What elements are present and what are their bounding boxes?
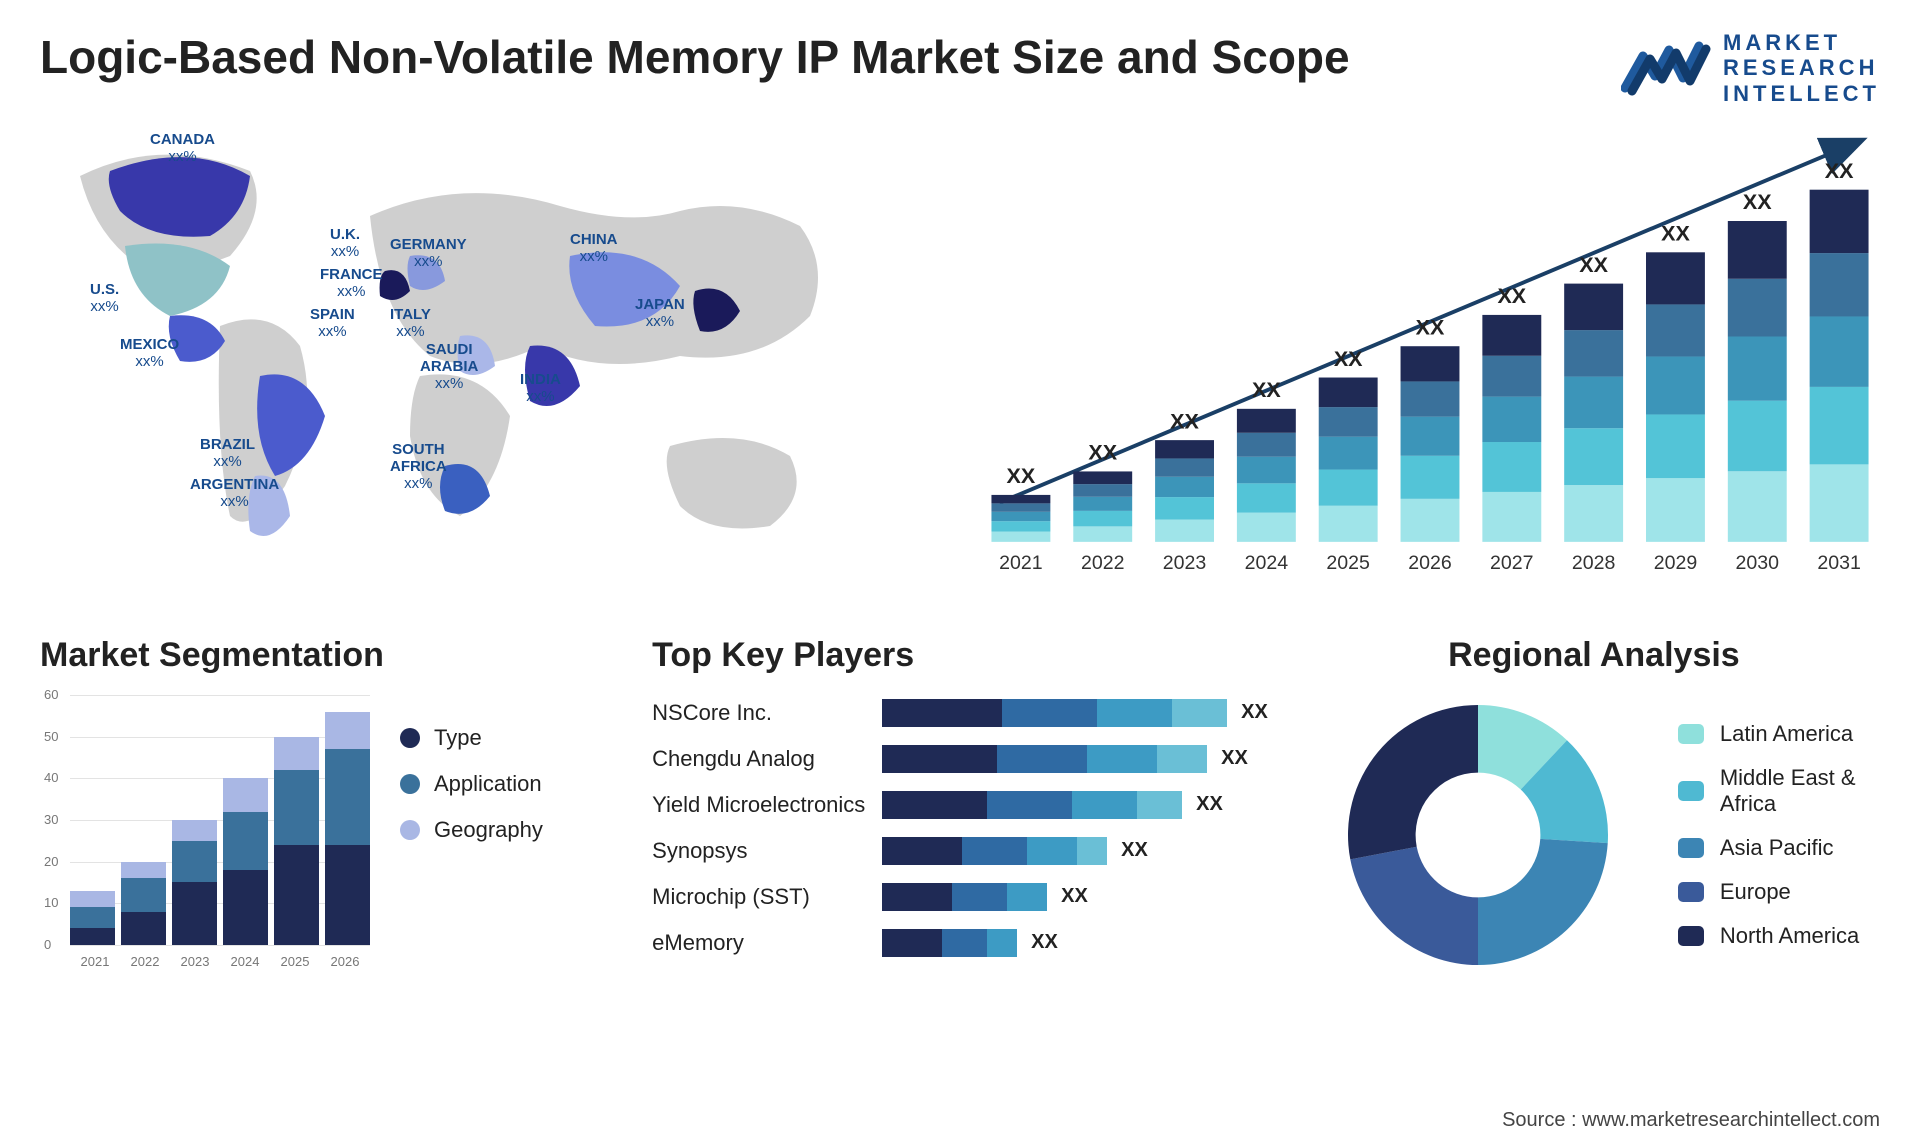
logo-mark-icon: [1621, 38, 1711, 98]
segmentation-title: Market Segmentation: [40, 636, 612, 675]
key-player-label: eMemory: [652, 930, 882, 956]
segmentation-bar: [70, 891, 115, 945]
key-player-label: Microchip (SST): [652, 884, 882, 910]
key-player-bar: [882, 699, 1227, 727]
segmentation-legend-item: Application: [400, 771, 543, 797]
brand-logo: MARKET RESEARCH INTELLECT: [1621, 30, 1880, 106]
svg-text:XX: XX: [1007, 464, 1036, 488]
regional-legend-item: Asia Pacific: [1678, 835, 1880, 861]
segmentation-legend: Type Application Geography: [400, 685, 543, 843]
key-players-panel: Top Key Players NSCore Inc.XXChengdu Ana…: [652, 636, 1268, 985]
key-player-value: XX: [1061, 885, 1088, 908]
regional-legend-item: Europe: [1678, 879, 1880, 905]
key-player-row: NSCore Inc. XX: [652, 693, 1268, 733]
svg-text:XX: XX: [1416, 315, 1445, 339]
key-player-value: XX: [1221, 747, 1248, 770]
key-players-chart: NSCore Inc.XXChengdu AnalogXXYield Micro…: [652, 685, 1268, 963]
map-label-france: FRANCExx%: [320, 266, 383, 301]
map-label-argentina: ARGENTINAxx%: [190, 476, 279, 511]
growth-chart-panel: XX 2021 XX 2022 XX 2023 XX 2024 XX 2025 XX 2026 XX 20…: [980, 116, 1880, 596]
key-player-label: Yield Microelectronics: [652, 792, 882, 818]
regional-legend-item: North America: [1678, 923, 1880, 949]
svg-text:XX: XX: [1825, 159, 1854, 183]
map-label-india: INDIAxx%: [520, 371, 561, 406]
map-label-u-k-: U.K.xx%: [330, 226, 360, 261]
logo-text-1: MARKET: [1723, 30, 1880, 55]
key-player-value: XX: [1196, 793, 1223, 816]
key-player-value: XX: [1121, 839, 1148, 862]
svg-text:XX: XX: [1170, 409, 1199, 433]
regional-legend: Latin America Middle East & Africa Asia Pa…: [1678, 721, 1880, 950]
svg-text:2027: 2027: [1490, 552, 1533, 574]
map-label-china: CHINAxx%: [570, 231, 618, 266]
svg-text:XX: XX: [1334, 347, 1363, 371]
key-player-bar: [882, 791, 1182, 819]
world-map-panel: CANADAxx% U.S.xx%MEXICOxx% BRAZILxx% ARGENT…: [40, 116, 940, 596]
key-player-row: Chengdu Analog XX: [652, 739, 1268, 779]
regional-legend-item: Middle East & Africa: [1678, 765, 1880, 818]
regional-panel: Regional Analysis Latin America Middle Ea…: [1308, 636, 1880, 985]
segmentation-legend-item: Geography: [400, 817, 543, 843]
segmentation-bar: [172, 820, 217, 945]
map-label-u-s-: U.S.xx%: [90, 281, 119, 316]
svg-text:2022: 2022: [1081, 552, 1124, 574]
svg-text:2023: 2023: [1163, 552, 1207, 574]
svg-text:2021: 2021: [999, 552, 1042, 574]
svg-text:2026: 2026: [1408, 552, 1452, 574]
map-label-japan: JAPANxx%: [635, 296, 685, 331]
svg-text:XX: XX: [1497, 284, 1526, 308]
segmentation-legend-item: Type: [400, 725, 543, 751]
segmentation-bar: [223, 778, 268, 945]
key-player-value: XX: [1031, 931, 1058, 954]
map-label-italy: ITALYxx%: [390, 306, 431, 341]
key-player-label: Chengdu Analog: [652, 746, 882, 772]
regional-donut-chart: [1308, 685, 1648, 985]
svg-text:2028: 2028: [1572, 552, 1616, 574]
page-title: Logic-Based Non-Volatile Memory IP Marke…: [40, 30, 1350, 85]
map-label-mexico: MEXICOxx%: [120, 336, 179, 371]
logo-text-2: RESEARCH: [1723, 55, 1880, 80]
key-player-row: Synopsys XX: [652, 831, 1268, 871]
svg-text:2024: 2024: [1245, 552, 1289, 574]
key-player-bar: [882, 837, 1107, 865]
map-label-spain: SPAINxx%: [310, 306, 355, 341]
regional-legend-item: Latin America: [1678, 721, 1880, 747]
key-player-bar: [882, 745, 1207, 773]
logo-text-3: INTELLECT: [1723, 81, 1880, 106]
source-attribution: Source : www.marketresearchintellect.com: [1502, 1109, 1880, 1132]
key-player-label: Synopsys: [652, 838, 882, 864]
key-player-bar: [882, 883, 1047, 911]
svg-text:XX: XX: [1579, 253, 1608, 277]
growth-bar-chart: XX 2021 XX 2022 XX 2023 XX 2024 XX 2025 XX 2026 XX 20…: [980, 116, 1880, 596]
svg-text:2025: 2025: [1326, 552, 1370, 574]
svg-text:2029: 2029: [1654, 552, 1697, 574]
key-player-row: eMemory XX: [652, 923, 1268, 963]
key-player-label: NSCore Inc.: [652, 700, 882, 726]
svg-text:2031: 2031: [1817, 552, 1860, 574]
map-label-brazil: BRAZILxx%: [200, 436, 255, 471]
svg-text:2030: 2030: [1736, 552, 1780, 574]
key-player-value: XX: [1241, 701, 1268, 724]
key-players-title: Top Key Players: [652, 636, 1268, 675]
svg-text:XX: XX: [1252, 378, 1281, 402]
map-label-germany: GERMANYxx%: [390, 236, 467, 271]
map-label-canada: CANADAxx%: [150, 131, 215, 166]
regional-title: Regional Analysis: [1308, 636, 1880, 675]
map-label-south-africa: SOUTHAFRICAxx%: [390, 441, 447, 493]
segmentation-panel: Market Segmentation 01020304050602021202…: [40, 636, 612, 985]
svg-text:XX: XX: [1661, 221, 1690, 245]
segmentation-bar: [325, 712, 370, 945]
map-label-saudi-arabia: SAUDIARABIAxx%: [420, 341, 478, 393]
svg-text:XX: XX: [1743, 190, 1772, 214]
svg-text:XX: XX: [1088, 441, 1117, 465]
segmentation-bar-chart: 0102030405060202120222023202420252026: [40, 685, 370, 975]
segmentation-bar: [274, 737, 319, 945]
key-player-row: Microchip (SST) XX: [652, 877, 1268, 917]
key-player-bar: [882, 929, 1017, 957]
key-player-row: Yield Microelectronics XX: [652, 785, 1268, 825]
segmentation-bar: [121, 862, 166, 945]
